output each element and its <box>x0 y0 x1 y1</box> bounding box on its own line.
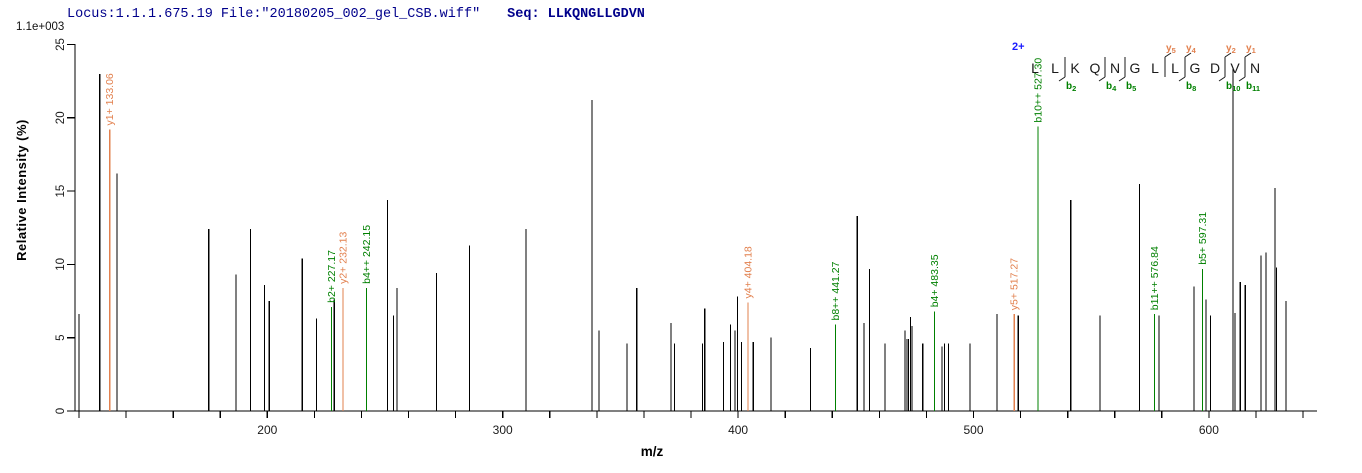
peak-label: b4++ 242.15 <box>361 225 373 284</box>
residue-letter: L <box>1171 60 1179 76</box>
residue-letter: D <box>1210 60 1220 76</box>
peak-label: b4+ 483.35 <box>929 254 941 307</box>
fragment-bracket <box>1218 52 1232 82</box>
svg-text:10: 10 <box>55 258 67 271</box>
x-tick-labels: 200 300 400 500 600 <box>257 423 1219 437</box>
fragment-bracket <box>1058 57 1066 82</box>
residue-letter: L <box>1151 60 1159 76</box>
fragment-bracket <box>1098 57 1106 82</box>
svg-text:20: 20 <box>55 111 67 124</box>
peak-series <box>78 68 1287 411</box>
y-tick-labels: 0 5 10 15 20 25 <box>55 38 67 414</box>
peak-label: b2+ 227.17 <box>326 250 338 303</box>
precursor-charge-label: 2+ <box>1012 41 1025 53</box>
peak-labels: y1+ 133.06 b2+ 227.17 y2+ 232.13 b4++ 242.1… <box>104 58 1209 321</box>
y-ion-label: y2 <box>1226 43 1236 55</box>
peak-label: b11++ 576.84 <box>1149 246 1161 310</box>
title-bar: Locus:1.1.1.675.19 File:"20180205_002_ge… <box>67 7 645 22</box>
peak-label: b10++ 527.30 <box>1032 58 1044 123</box>
peak-label: b8++ 441.27 <box>830 261 842 320</box>
fragment-bracket <box>1178 52 1192 82</box>
residue-letter: L <box>1051 60 1059 76</box>
svg-text:25: 25 <box>55 38 67 51</box>
peak-label: b5+ 597.31 <box>1197 212 1209 265</box>
residue-letter: L <box>1031 60 1039 76</box>
residue-letter: K <box>1070 60 1080 76</box>
svg-text:300: 300 <box>493 423 513 437</box>
svg-text:15: 15 <box>55 185 67 198</box>
b-ion-label: b8 <box>1186 81 1196 93</box>
intensity-scale-note: 1.1e+003 <box>16 21 65 33</box>
y-ion-label: y1 <box>1246 43 1256 55</box>
peak-label: y4+ 404.18 <box>743 246 755 298</box>
fragment-bracket <box>1238 52 1252 82</box>
peak-label: y5+ 517.27 <box>1009 258 1021 310</box>
b-ion-label: b11 <box>1246 81 1260 93</box>
residue-letter: Q <box>1090 60 1101 76</box>
fragment-bracket <box>1118 57 1126 82</box>
peak-label: y1+ 133.06 <box>104 73 116 125</box>
locus-file-label: Locus:1.1.1.675.19 File:"20180205_002_ge… <box>67 7 481 22</box>
b-ion-label: b10 <box>1226 81 1240 93</box>
b-ion-label: b4 <box>1106 81 1117 93</box>
residue-letter: G <box>1130 60 1141 76</box>
residue-letter: G <box>1190 60 1201 76</box>
fragment-bracket <box>1164 52 1172 77</box>
svg-text:5: 5 <box>55 334 67 340</box>
svg-text:200: 200 <box>257 423 277 437</box>
residue-letter: N <box>1110 60 1120 76</box>
axes <box>67 43 1317 418</box>
sequence-label: Seq: LLKQNGLLGDVN <box>507 7 645 22</box>
svg-text:500: 500 <box>963 423 983 437</box>
b-ion-label: b5 <box>1126 81 1136 93</box>
x-axis-title: m/z <box>641 444 664 459</box>
residue-letter: N <box>1250 60 1260 76</box>
svg-text:600: 600 <box>1199 423 1219 437</box>
residue-letter: V <box>1230 60 1240 76</box>
y-axis-title: Relative Intensity (%) <box>14 119 29 261</box>
b-ion-label: b2 <box>1066 81 1076 93</box>
peak-label: y2+ 232.13 <box>338 231 350 283</box>
y-ion-label: y5 <box>1166 43 1176 55</box>
y-ion-label: y4 <box>1186 43 1197 55</box>
svg-text:400: 400 <box>728 423 748 437</box>
svg-text:0: 0 <box>55 408 67 414</box>
